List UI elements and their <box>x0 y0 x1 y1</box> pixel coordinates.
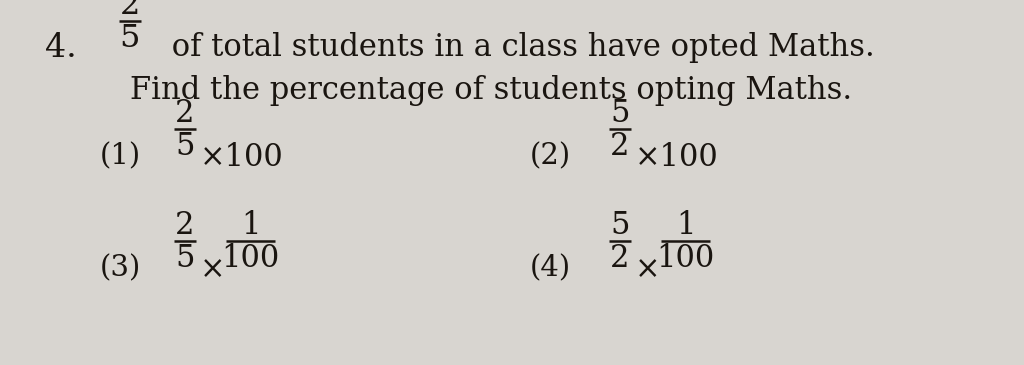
Text: 5: 5 <box>610 210 630 241</box>
Text: (4): (4) <box>530 254 571 282</box>
Text: of total students in a class have opted Maths.: of total students in a class have opted … <box>162 32 874 63</box>
Text: 5: 5 <box>175 243 195 274</box>
Text: 2: 2 <box>610 243 630 274</box>
Text: 1: 1 <box>241 210 260 241</box>
Text: 4.: 4. <box>45 32 77 64</box>
Text: 2: 2 <box>120 0 140 22</box>
Text: 2: 2 <box>610 131 630 162</box>
Text: 2: 2 <box>175 210 195 241</box>
Text: 2: 2 <box>175 98 195 129</box>
Text: 5: 5 <box>120 23 140 54</box>
Text: ×: × <box>635 254 660 285</box>
Text: ×: × <box>200 254 225 285</box>
Text: 1: 1 <box>676 210 695 241</box>
Text: (3): (3) <box>100 254 141 282</box>
Text: 100: 100 <box>656 243 715 274</box>
Text: 5: 5 <box>175 131 195 162</box>
Text: ×100: ×100 <box>635 142 719 173</box>
Text: ×100: ×100 <box>200 142 284 173</box>
Text: 5: 5 <box>610 98 630 129</box>
Text: Find the percentage of students opting Maths.: Find the percentage of students opting M… <box>130 75 852 106</box>
Text: 100: 100 <box>221 243 280 274</box>
Text: (1): (1) <box>100 142 141 170</box>
Text: (2): (2) <box>530 142 571 170</box>
